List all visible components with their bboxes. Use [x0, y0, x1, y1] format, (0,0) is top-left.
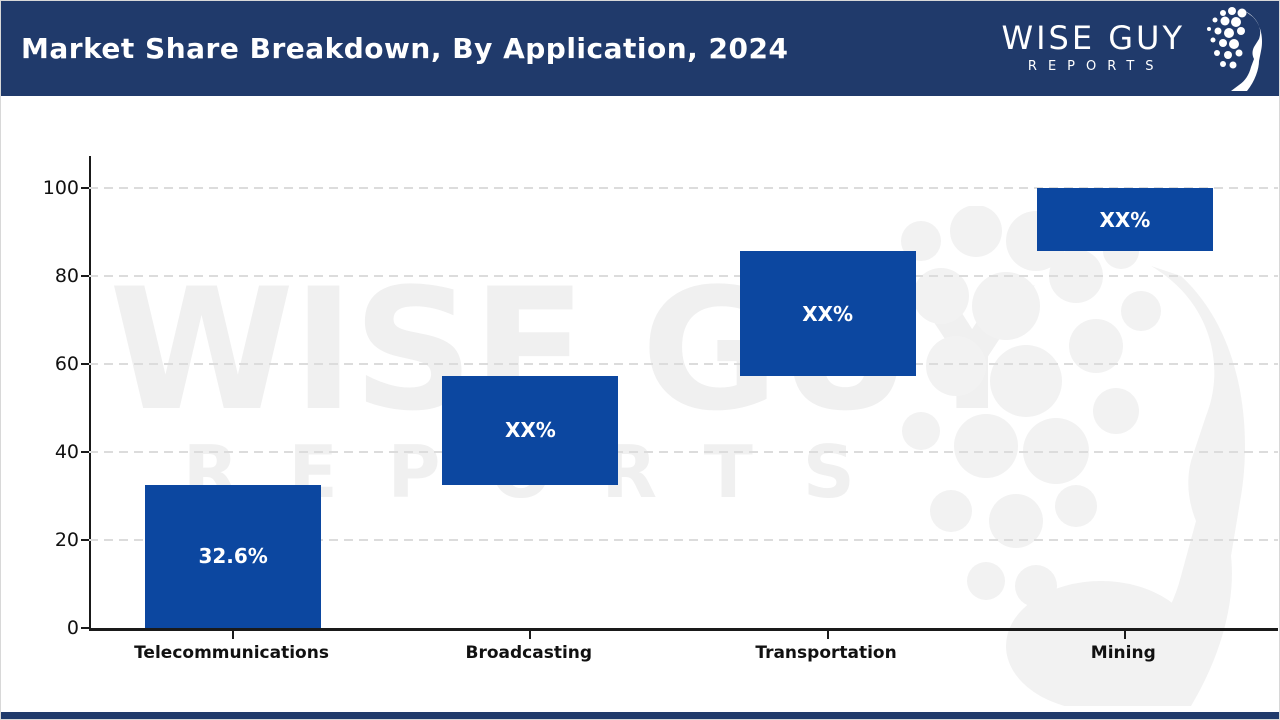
y-axis-line: [89, 156, 91, 631]
logo-subtitle: REPORTS: [1027, 59, 1165, 74]
plot-area: 32.6% XX% XX% XX%: [89, 187, 1278, 628]
bar-value-label: XX%: [504, 418, 556, 443]
x-tick-label-2: Transportation: [755, 643, 897, 663]
bar-value-label: XX%: [802, 301, 854, 326]
x-axis-line: [89, 628, 1278, 631]
footer-bar: [1, 712, 1279, 719]
x-tick-mark-3: [1123, 631, 1126, 639]
x-tick-label-3: Mining: [1090, 643, 1156, 663]
y-tick-mark-80: [81, 275, 89, 277]
logo-text: WISE GUY REPORTS: [1001, 21, 1185, 74]
chart-area: WISE GUY REPORTS 32.6: [1, 96, 1279, 714]
bar-value-label: 32.6%: [198, 544, 268, 569]
bar-telecommunications: 32.6%: [145, 484, 322, 628]
x-tick-label-0: Telecommunications: [134, 643, 329, 663]
gridline-40: [89, 451, 1278, 453]
y-tick-label-40: 40: [54, 441, 79, 463]
y-tick-mark-100: [81, 187, 89, 189]
y-tick-label-80: 80: [54, 265, 79, 287]
bar-broadcasting: XX%: [442, 376, 619, 485]
gridline-100: [89, 187, 1278, 189]
gridline-80: [89, 275, 1278, 277]
x-tick-mark-0: [232, 631, 235, 639]
x-tick-mark-2: [826, 631, 829, 639]
logo-head-icon: [1207, 7, 1263, 91]
header-bar: Market Share Breakdown, By Application, …: [1, 1, 1279, 96]
y-tick-mark-40: [81, 451, 89, 453]
y-tick-label-100: 100: [42, 177, 79, 199]
logo-wordmark: WISE GUY: [1001, 19, 1185, 57]
y-tick-label-20: 20: [54, 529, 79, 551]
y-tick-mark-20: [81, 539, 89, 541]
gridline-20: [89, 539, 1278, 541]
y-tick-label-0: 0: [66, 617, 79, 639]
gridline-60: [89, 363, 1278, 365]
y-tick-mark-60: [81, 363, 89, 365]
y-tick-mark-0: [81, 627, 89, 629]
x-tick-label-1: Broadcasting: [465, 643, 593, 663]
y-tick-label-60: 60: [54, 353, 79, 375]
wise-guy-logo: WISE GUY REPORTS: [1001, 5, 1263, 93]
x-tick-mark-1: [529, 631, 532, 639]
bar-transportation: XX%: [739, 251, 916, 377]
bar-value-label: XX%: [1099, 207, 1151, 232]
page-title: Market Share Breakdown, By Application, …: [21, 32, 789, 65]
bar-mining: XX%: [1036, 188, 1213, 252]
